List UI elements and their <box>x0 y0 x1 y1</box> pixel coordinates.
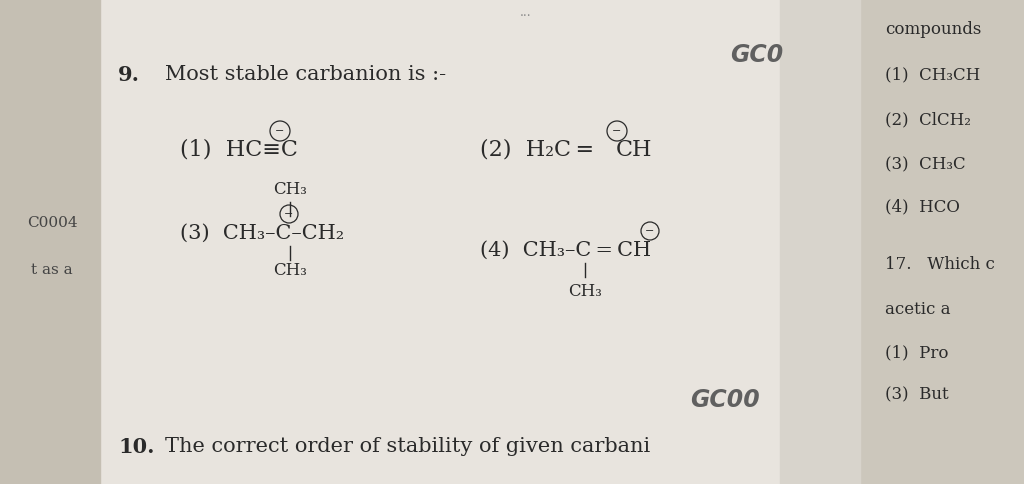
Text: GC00: GC00 <box>690 387 760 411</box>
Text: (3)  CH₃–C–CH₂: (3) CH₃–C–CH₂ <box>180 223 344 242</box>
Text: GC0: GC0 <box>730 43 783 67</box>
Text: −: − <box>612 126 622 136</box>
Text: −: − <box>275 126 285 136</box>
Text: −: − <box>285 209 294 219</box>
Text: (4)  CH₃–C = CH: (4) CH₃–C = CH <box>480 240 651 259</box>
Text: (2)  H₂C =: (2) H₂C = <box>480 139 599 161</box>
Text: C0004: C0004 <box>27 215 78 229</box>
Text: The correct order of stability of given carbani: The correct order of stability of given … <box>165 437 650 455</box>
Text: (1)  HC≡C: (1) HC≡C <box>180 139 298 161</box>
Text: (3)  CH₃C: (3) CH₃C <box>885 156 966 173</box>
Text: (1)  CH₃CH: (1) CH₃CH <box>885 66 980 83</box>
Bar <box>0 0 100 484</box>
Text: (3)  But: (3) But <box>885 386 948 403</box>
Bar <box>100 0 860 484</box>
Text: acetic a: acetic a <box>885 301 950 318</box>
Bar <box>860 0 1024 484</box>
Text: CH: CH <box>616 139 652 161</box>
Text: (1)  Pro: (1) Pro <box>885 344 948 361</box>
Text: (2)  ClCH₂: (2) ClCH₂ <box>885 111 971 128</box>
Text: t as a: t as a <box>31 262 73 276</box>
Text: compounds: compounds <box>885 21 981 38</box>
Text: CH₃: CH₃ <box>273 181 307 198</box>
Text: (4)  HCO: (4) HCO <box>885 198 959 215</box>
Text: CH₃: CH₃ <box>273 262 307 279</box>
Text: ...: ... <box>520 6 531 19</box>
Text: 10.: 10. <box>118 436 155 456</box>
Text: 17.   Which c: 17. Which c <box>885 256 995 273</box>
Text: CH₃: CH₃ <box>568 283 602 300</box>
Text: 9.: 9. <box>118 65 140 85</box>
Bar <box>780 0 860 484</box>
Text: −: − <box>645 226 654 236</box>
Text: Most stable carbanion is :-: Most stable carbanion is :- <box>165 65 446 84</box>
